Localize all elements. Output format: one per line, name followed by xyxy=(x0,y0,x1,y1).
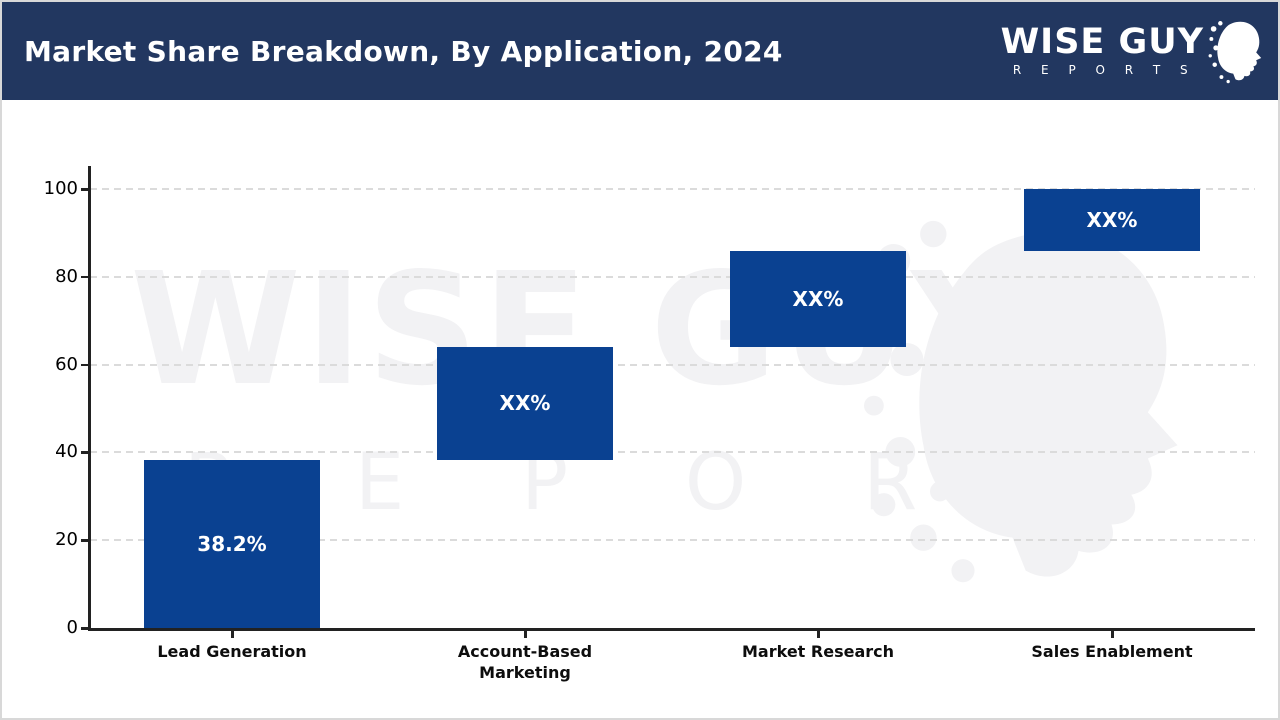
gridline-y20 xyxy=(90,539,1255,542)
y-axis-line xyxy=(88,166,91,630)
gridline-y40 xyxy=(90,451,1255,454)
category-label-2: Market Research xyxy=(742,642,894,661)
y-tickmark-40 xyxy=(81,451,89,454)
y-tick-label-100: 100 xyxy=(43,178,78,199)
y-tick-label-40: 40 xyxy=(55,441,78,463)
y-tickmark-80 xyxy=(81,275,89,279)
bar-3: XX% xyxy=(1024,189,1200,252)
y-tickmark-20 xyxy=(81,539,89,542)
x-tickmark-2 xyxy=(817,630,820,638)
x-tickmark-1 xyxy=(524,630,527,638)
bar-0: 38.2% xyxy=(144,460,320,628)
y-tick-label-80: 80 xyxy=(55,265,78,287)
header-bar: Market Share Breakdown, By Application, … xyxy=(2,2,1278,100)
bar-1: XX% xyxy=(437,346,613,461)
bar-value-label-3: XX% xyxy=(1086,208,1138,233)
y-tickmark-60 xyxy=(81,363,89,367)
y-tickmark-0 xyxy=(81,627,89,630)
brand-logo-text: WISE GUY R E P O R T S xyxy=(1000,22,1204,78)
bar-value-label-1: XX% xyxy=(499,391,551,416)
y-tick-label-20: 20 xyxy=(55,529,78,551)
x-axis-line xyxy=(88,628,1255,631)
y-tickmark-100 xyxy=(81,188,89,191)
category-label-3: Sales Enablement xyxy=(1031,642,1193,661)
gridline-y100 xyxy=(90,188,1255,190)
bar-value-label-2: XX% xyxy=(792,286,844,311)
y-tick-label-60: 60 xyxy=(55,353,78,375)
page-title: Market Share Breakdown, By Application, … xyxy=(24,34,783,68)
x-tickmark-0 xyxy=(231,630,234,638)
category-label-0: Lead Generation xyxy=(157,642,307,661)
x-tickmark-3 xyxy=(1111,630,1114,638)
brand-logo: WISE GUY R E P O R T S xyxy=(1001,10,1264,92)
brand-subname: R E P O R T S xyxy=(1012,63,1196,77)
brand-name: WISE GUY xyxy=(1000,22,1204,62)
gridline-y60 xyxy=(90,363,1255,366)
bar-2: XX% xyxy=(730,251,906,347)
category-label-1: Account-Based Marketing xyxy=(457,642,593,682)
head-profile-icon xyxy=(1208,21,1262,84)
bar-value-label-0: 38.2% xyxy=(197,532,267,557)
gridline-y80 xyxy=(90,275,1255,278)
y-tick-label-0: 0 xyxy=(66,617,78,638)
